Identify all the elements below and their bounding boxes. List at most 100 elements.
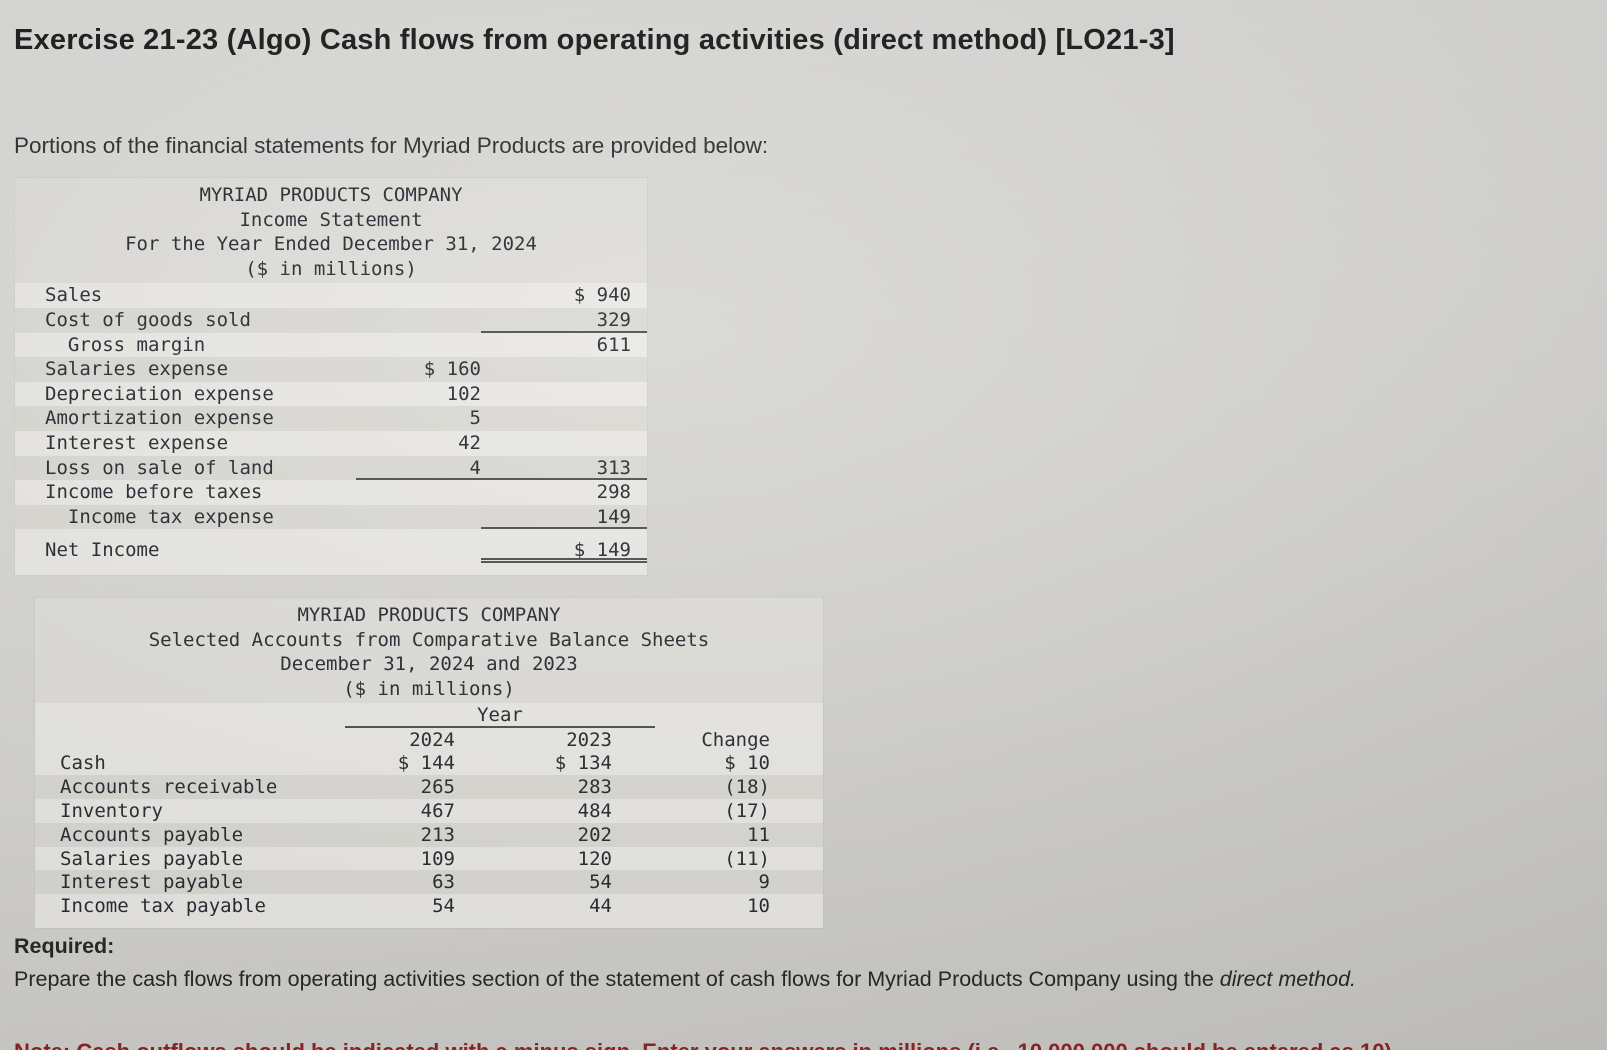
table-row: Inventory 467 484 (17)	[35, 799, 823, 823]
amount-2023: 54	[589, 871, 612, 894]
amount-change: (18)	[724, 776, 770, 799]
amount-2024: 213	[420, 823, 455, 846]
row-label: Cost of goods sold	[45, 308, 251, 331]
table-row: Accounts receivable 265 283 (18)	[35, 775, 823, 799]
amount-col1: 102	[446, 382, 481, 405]
amount-col1	[356, 333, 481, 358]
row-label: Depreciation expense	[45, 382, 274, 405]
table-row: Net Income $ 149	[15, 538, 647, 563]
row-label: Sales	[45, 284, 103, 307]
table-row: Loss on sale of land 4 313	[15, 455, 647, 481]
income-statement-table: MYRIAD PRODUCTS COMPANY Income Statement…	[15, 178, 647, 575]
amount-col1: $ 160	[423, 358, 481, 381]
statement-title: Selected Accounts from Comparative Balan…	[148, 628, 710, 651]
column-header-change: Change	[701, 728, 770, 751]
statement-period: December 31, 2024 and 2023	[280, 653, 578, 676]
year-label: Year	[345, 703, 655, 728]
row-label: Income before taxes	[45, 481, 263, 504]
amount-col1	[356, 283, 481, 308]
row-label: Gross margin	[45, 333, 206, 356]
amount-2024: $ 144	[397, 752, 455, 775]
amount-2024: 467	[420, 799, 455, 822]
company-name: MYRIAD PRODUCTS COMPANY	[199, 184, 463, 206]
amount-col2: 149	[481, 505, 647, 530]
amount-2024: 265	[420, 776, 455, 799]
amount-2024: 63	[432, 871, 455, 894]
amount-col2: 611	[596, 333, 631, 356]
table-row: Interest payable 63 54 9	[35, 870, 823, 895]
row-label: Accounts receivable	[60, 776, 278, 799]
required-section: Required: Prepare the cash flows from op…	[14, 934, 1356, 994]
clipped-note-text: Note: Cash outflows should be indicated …	[14, 1039, 1599, 1050]
row-label: Interest payable	[60, 871, 244, 894]
amount-col2: 313	[481, 456, 647, 481]
row-label: Inventory	[60, 799, 163, 822]
amount-2023: 484	[577, 799, 612, 822]
row-label: Income tax payable	[60, 895, 266, 918]
table-row: Income before taxes 298	[15, 480, 647, 505]
amount-col2: 329	[481, 308, 647, 333]
intro-text: Portions of the financial statements for…	[14, 132, 769, 158]
amount-change: $ 10	[724, 752, 770, 775]
amount-col1: 5	[469, 407, 481, 430]
amount-2024: 54	[432, 895, 455, 918]
income-statement-header: MYRIAD PRODUCTS COMPANY Income Statement…	[15, 178, 647, 284]
balance-sheet-table: MYRIAD PRODUCTS COMPANY Selected Account…	[35, 598, 823, 928]
amount-col2	[481, 406, 647, 431]
amount-col2	[481, 357, 647, 382]
table-row: Gross margin 611	[15, 333, 647, 358]
table-row: Cost of goods sold 329	[15, 307, 647, 333]
statement-units: ($ in millions)	[343, 677, 515, 700]
year-header-row: Year	[35, 703, 823, 728]
amount-change: 9	[758, 871, 770, 894]
amount-2023: 120	[577, 847, 612, 870]
statement-units: ($ in millions)	[245, 257, 417, 280]
spacer	[35, 703, 345, 727]
statement-title: Income Statement	[239, 208, 423, 231]
amount-change: (11)	[724, 847, 770, 870]
column-header-2024: 2024	[409, 728, 455, 751]
amount-col1	[356, 538, 481, 563]
amount-col1	[356, 308, 481, 333]
table-row: Depreciation expense 102	[15, 382, 647, 407]
table-row: Salaries expense $ 160	[15, 357, 647, 382]
amount-2024: 109	[420, 847, 455, 870]
row-label: Net Income	[45, 539, 160, 562]
table-row: Income tax expense 149	[15, 504, 647, 530]
row-label: Salaries payable	[60, 847, 244, 870]
statement-period: For the Year Ended December 31, 2024	[125, 233, 537, 256]
amount-change: (17)	[724, 799, 770, 822]
table-row: Salaries payable 109 120 (11)	[35, 847, 823, 871]
amount-col1: 4	[356, 456, 481, 481]
row-label: Accounts payable	[60, 823, 244, 846]
spacer	[35, 728, 365, 752]
column-header-2023: 2023	[566, 728, 612, 751]
row-label: Income tax expense	[45, 505, 274, 528]
amount-change: 10	[747, 895, 770, 918]
table-row: Cash $ 144 $ 134 $ 10	[35, 751, 823, 775]
required-text-main: Prepare the cash flows from operating ac…	[14, 967, 1220, 991]
table-row: Amortization expense 5	[15, 406, 647, 431]
page-title: Exercise 21-23 (Algo) Cash flows from op…	[14, 24, 1175, 56]
row-label: Loss on sale of land	[45, 456, 274, 479]
column-header-row: 2024 2023 Change	[35, 728, 823, 752]
table-row: Accounts payable 213 202 11	[35, 822, 823, 847]
amount-col2: 298	[596, 481, 631, 504]
row-label: Salaries expense	[45, 358, 229, 381]
row-label: Amortization expense	[45, 407, 274, 430]
amount-col2	[481, 431, 647, 456]
required-text-emphasis: direct method.	[1219, 967, 1356, 991]
amount-2023: 202	[577, 823, 612, 846]
amount-2023: 44	[589, 895, 612, 918]
amount-2023: $ 134	[554, 752, 612, 775]
amount-col1	[356, 505, 481, 530]
amount-col1: 42	[458, 431, 481, 454]
amount-col2: $ 940	[573, 284, 631, 307]
amount-col2	[481, 382, 647, 407]
amount-2023: 283	[577, 776, 612, 799]
amount-col2: $ 149	[481, 538, 647, 563]
required-text: Prepare the cash flows from operating ac…	[14, 964, 1356, 994]
table-row: Sales $ 940	[15, 283, 647, 308]
table-row: Interest expense 42	[15, 431, 647, 456]
row-label: Cash	[60, 752, 106, 775]
